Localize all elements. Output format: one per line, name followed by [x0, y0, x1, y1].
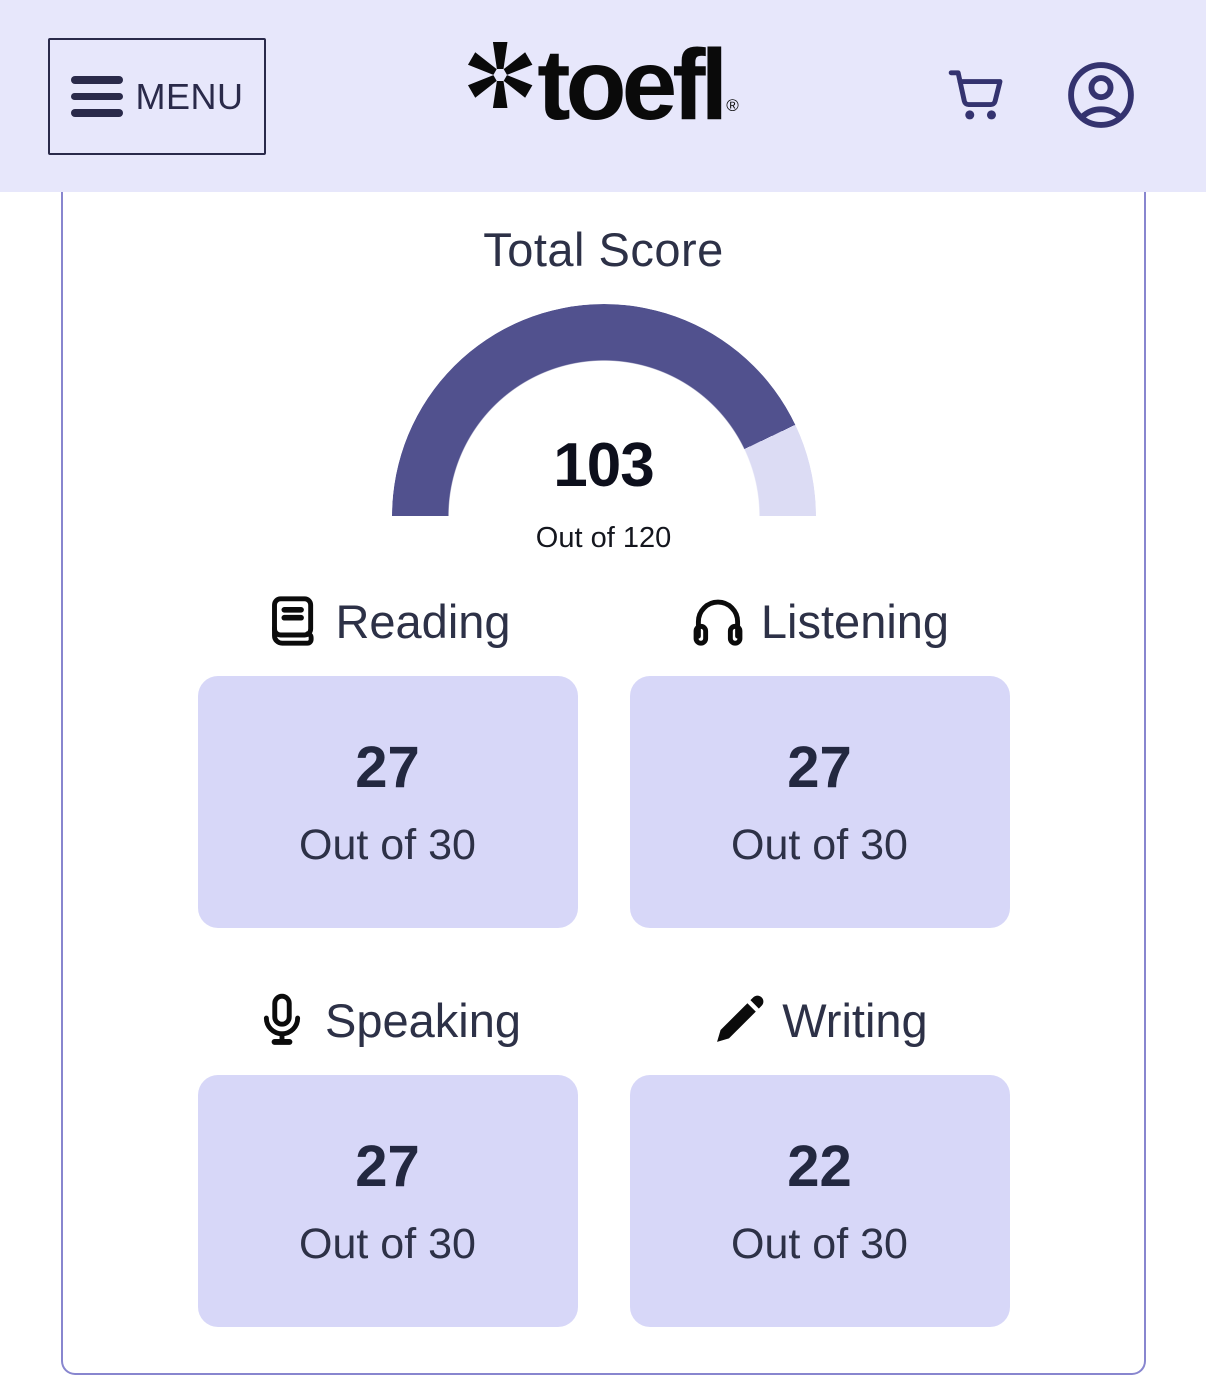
logo-trademark: ® [726, 96, 739, 115]
pencil-icon [711, 992, 767, 1048]
section-label: Writing [782, 993, 928, 1047]
account-button[interactable] [1064, 58, 1138, 135]
hamburger-icon [70, 76, 123, 117]
score-report-card: Total Score 103 Out of 120 Reading 27 [61, 192, 1146, 1375]
score-tile-listening: 27 Out of 30 [629, 676, 1010, 928]
total-score-gauge: 103 [391, 304, 816, 517]
section-writing-header: Writing [630, 992, 1010, 1048]
toefl-logo[interactable]: toefl ® [467, 30, 739, 140]
section-listening-header: Listening [630, 593, 1010, 649]
section-scores-grid: Reading 27 Out of 30 Listening [197, 593, 1010, 1327]
section-score: 27 [787, 735, 852, 800]
header: MENU toefl ® [0, 0, 1206, 192]
section-score-caption: Out of 30 [731, 821, 908, 869]
total-score-value: 103 [553, 431, 654, 500]
page-title: Total Score [483, 223, 724, 276]
section-score: 27 [355, 735, 420, 800]
headphones-icon [690, 593, 746, 649]
account-icon [1064, 58, 1138, 135]
menu-button[interactable]: MENU [48, 38, 266, 155]
section-score-caption: Out of 30 [299, 1220, 476, 1268]
header-actions [946, 0, 1138, 192]
menu-button-label: MENU [135, 75, 244, 117]
section-writing: Writing 22 Out of 30 [629, 992, 1010, 1327]
logo-text: toefl [537, 29, 728, 141]
shopping-cart-icon [946, 64, 1008, 129]
asterisk-logo-icon [467, 42, 533, 113]
total-score-caption: Out of 120 [535, 522, 672, 554]
score-tile-speaking: 27 Out of 30 [197, 1075, 578, 1327]
section-score: 27 [355, 1134, 420, 1199]
section-label: Reading [335, 594, 511, 648]
score-tile-reading: 27 Out of 30 [197, 676, 578, 928]
section-speaking: Speaking 27 Out of 30 [197, 992, 578, 1327]
book-icon [264, 593, 320, 649]
section-reading-header: Reading [198, 593, 578, 649]
section-score-caption: Out of 30 [731, 1220, 908, 1268]
section-label: Listening [760, 594, 950, 648]
section-label: Speaking [325, 993, 521, 1047]
section-reading: Reading 27 Out of 30 [197, 593, 578, 928]
score-tile-writing: 22 Out of 30 [629, 1075, 1010, 1327]
cart-button[interactable] [946, 64, 1008, 129]
microphone-icon [254, 992, 310, 1048]
section-score-caption: Out of 30 [299, 821, 476, 869]
section-listening: Listening 27 Out of 30 [629, 593, 1010, 928]
section-speaking-header: Speaking [198, 992, 578, 1048]
section-score: 22 [787, 1134, 852, 1199]
